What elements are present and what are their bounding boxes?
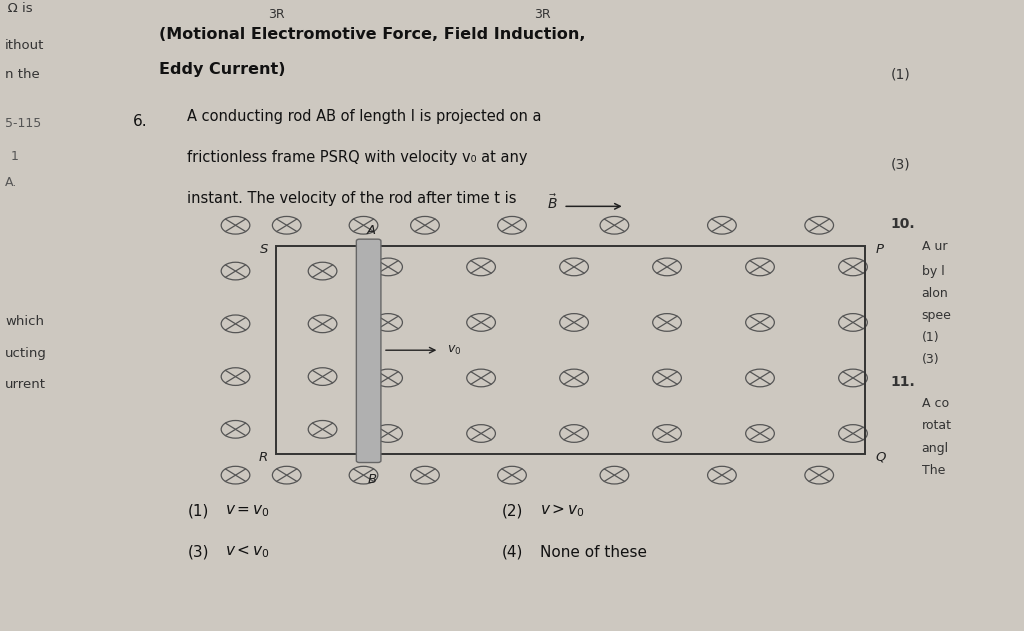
Text: $v > v_0$: $v > v_0$ (540, 503, 585, 519)
Text: A conducting rod AB of length l is projected on a: A conducting rod AB of length l is proje… (187, 109, 542, 124)
Text: A co: A co (922, 398, 948, 410)
Text: P: P (876, 243, 884, 256)
Text: 5-115: 5-115 (5, 117, 41, 129)
Text: which: which (5, 316, 44, 328)
Text: spee: spee (922, 309, 951, 322)
Text: 10.: 10. (891, 217, 915, 231)
Text: (3): (3) (922, 353, 939, 366)
Text: angl: angl (922, 442, 948, 454)
Text: Q: Q (876, 451, 886, 464)
Text: (2): (2) (502, 504, 523, 519)
Text: 3R: 3R (535, 8, 551, 21)
Text: frictionless frame PSRQ with velocity v₀ at any: frictionless frame PSRQ with velocity v₀… (187, 150, 528, 165)
Text: Ω is: Ω is (5, 2, 33, 15)
Text: ithout: ithout (5, 39, 44, 52)
Text: A ur: A ur (922, 240, 947, 252)
Text: urrent: urrent (5, 379, 46, 391)
Text: by l: by l (922, 265, 944, 278)
Text: 6.: 6. (133, 114, 147, 129)
Text: $v = v_0$: $v = v_0$ (225, 504, 270, 519)
Text: 11.: 11. (891, 375, 915, 389)
Text: 3R: 3R (268, 8, 285, 21)
Text: n the: n the (5, 68, 40, 81)
Text: instant. The velocity of the rod after time t is: instant. The velocity of the rod after t… (187, 191, 517, 206)
Text: (1): (1) (922, 331, 939, 344)
Text: (Motional Electromotive Force, Field Induction,: (Motional Electromotive Force, Field Ind… (159, 27, 586, 42)
Text: A: A (368, 224, 376, 237)
Text: (3): (3) (891, 157, 910, 171)
Text: None of these: None of these (540, 545, 646, 560)
Text: 1: 1 (10, 150, 18, 163)
Text: The: The (922, 464, 945, 476)
Text: Eddy Current): Eddy Current) (159, 62, 286, 77)
Text: $\vec{B}$: $\vec{B}$ (548, 194, 558, 213)
Text: (3): (3) (187, 545, 209, 560)
Text: rotat: rotat (922, 420, 951, 432)
Text: (1): (1) (891, 68, 910, 81)
Text: (1): (1) (187, 504, 209, 519)
Text: S: S (260, 243, 268, 256)
Text: (4): (4) (502, 545, 523, 560)
Text: B: B (368, 473, 376, 486)
Bar (276, 246, 865, 454)
Text: ucting: ucting (5, 347, 47, 360)
Text: R: R (259, 451, 268, 464)
Text: $v < v_0$: $v < v_0$ (225, 544, 270, 560)
Text: A.: A. (5, 177, 17, 189)
Text: alon: alon (922, 287, 948, 300)
Text: $v_0$: $v_0$ (447, 344, 462, 357)
FancyBboxPatch shape (356, 239, 381, 463)
